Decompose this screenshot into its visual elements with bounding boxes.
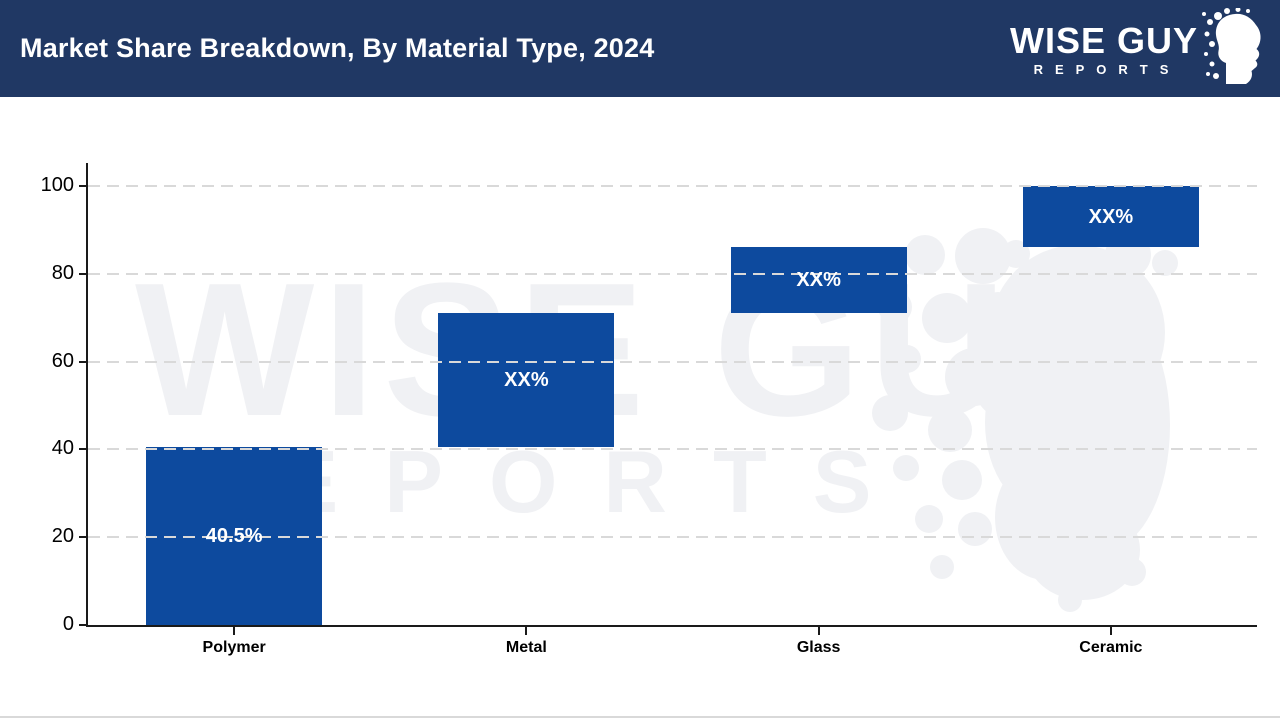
bar-value-label-polymer: 40.5% xyxy=(205,525,263,548)
bar-ceramic xyxy=(1022,186,1199,248)
y-tick-label-100: 100 xyxy=(40,174,74,196)
y-tick-label-0: 0 xyxy=(62,613,74,635)
y-tick-label-20: 20 xyxy=(51,525,74,548)
bar-metal xyxy=(438,313,615,448)
gridline-y80 xyxy=(88,272,1257,275)
watermark-dot xyxy=(893,455,919,481)
watermark-dot xyxy=(945,348,1003,406)
y-tick-60 xyxy=(79,360,86,363)
y-tick-80 xyxy=(79,272,86,275)
x-tick-polymer xyxy=(233,627,236,635)
watermark-dot xyxy=(893,345,921,373)
watermark-dot xyxy=(1058,588,1082,612)
brand-logo: WISE GUY REPORTS xyxy=(1010,6,1268,92)
y-axis-line xyxy=(86,163,88,625)
x-category-label-glass: Glass xyxy=(796,639,841,656)
bar-glass xyxy=(730,247,907,314)
y-tick-100 xyxy=(79,185,86,187)
x-tick-metal xyxy=(525,627,528,635)
watermark-dot xyxy=(942,460,982,500)
y-tick-0 xyxy=(79,624,86,626)
watermark-dot xyxy=(1118,558,1146,586)
brand-name: WISE GUY xyxy=(1009,19,1198,61)
watermark-dot xyxy=(988,405,1014,431)
y-tick-label-40: 40 xyxy=(51,437,74,460)
watermark-dot xyxy=(1152,250,1178,276)
x-tick-ceramic xyxy=(1109,627,1112,635)
gridline-y40 xyxy=(88,448,1257,451)
x-category-label-ceramic: Ceramic xyxy=(1079,639,1143,656)
watermark-dot xyxy=(958,512,992,546)
bar-value-label-ceramic: XX% xyxy=(1088,205,1134,228)
brand-logo-text: WISE GUY REPORTS xyxy=(1009,19,1198,77)
header-bar: Market Share Breakdown, By Material Type… xyxy=(0,0,1280,97)
x-tick-glass xyxy=(817,627,820,635)
watermark-dot xyxy=(922,293,972,343)
watermark-dot xyxy=(915,505,943,533)
y-tick-label-60: 60 xyxy=(51,349,74,372)
brand-subname: REPORTS xyxy=(1033,61,1181,77)
bar-value-label-glass: XX% xyxy=(796,269,841,292)
watermark-dot xyxy=(928,408,972,452)
gridline-y20 xyxy=(88,536,1257,539)
bar-value-label-metal: XX% xyxy=(504,369,549,392)
x-category-label-polymer: Polymer xyxy=(202,639,266,656)
gridline-y100 xyxy=(88,185,1257,187)
x-category-label-metal: Metal xyxy=(505,639,547,656)
y-tick-label-80: 80 xyxy=(51,261,74,284)
watermark-dot xyxy=(930,555,954,579)
bottom-divider xyxy=(0,716,1280,718)
watermark-head-neck xyxy=(1025,500,1140,600)
watermark-dot xyxy=(1000,455,1022,477)
bar-polymer xyxy=(146,447,323,625)
watermark-dot xyxy=(985,292,1011,318)
chart-title: Market Share Breakdown, By Material Type… xyxy=(20,33,655,63)
gridline-y60 xyxy=(88,360,1257,363)
y-tick-20 xyxy=(79,536,86,539)
plot-area: 0 20 40 60 80 100 40.5% Polymer XX% Metal XX% Glass… xyxy=(41,163,1257,656)
watermark-dot xyxy=(905,235,945,275)
brand-head-icon xyxy=(1202,8,1261,85)
x-axis-line xyxy=(86,625,1257,627)
y-tick-40 xyxy=(79,448,86,451)
watermark-dot xyxy=(872,395,908,431)
